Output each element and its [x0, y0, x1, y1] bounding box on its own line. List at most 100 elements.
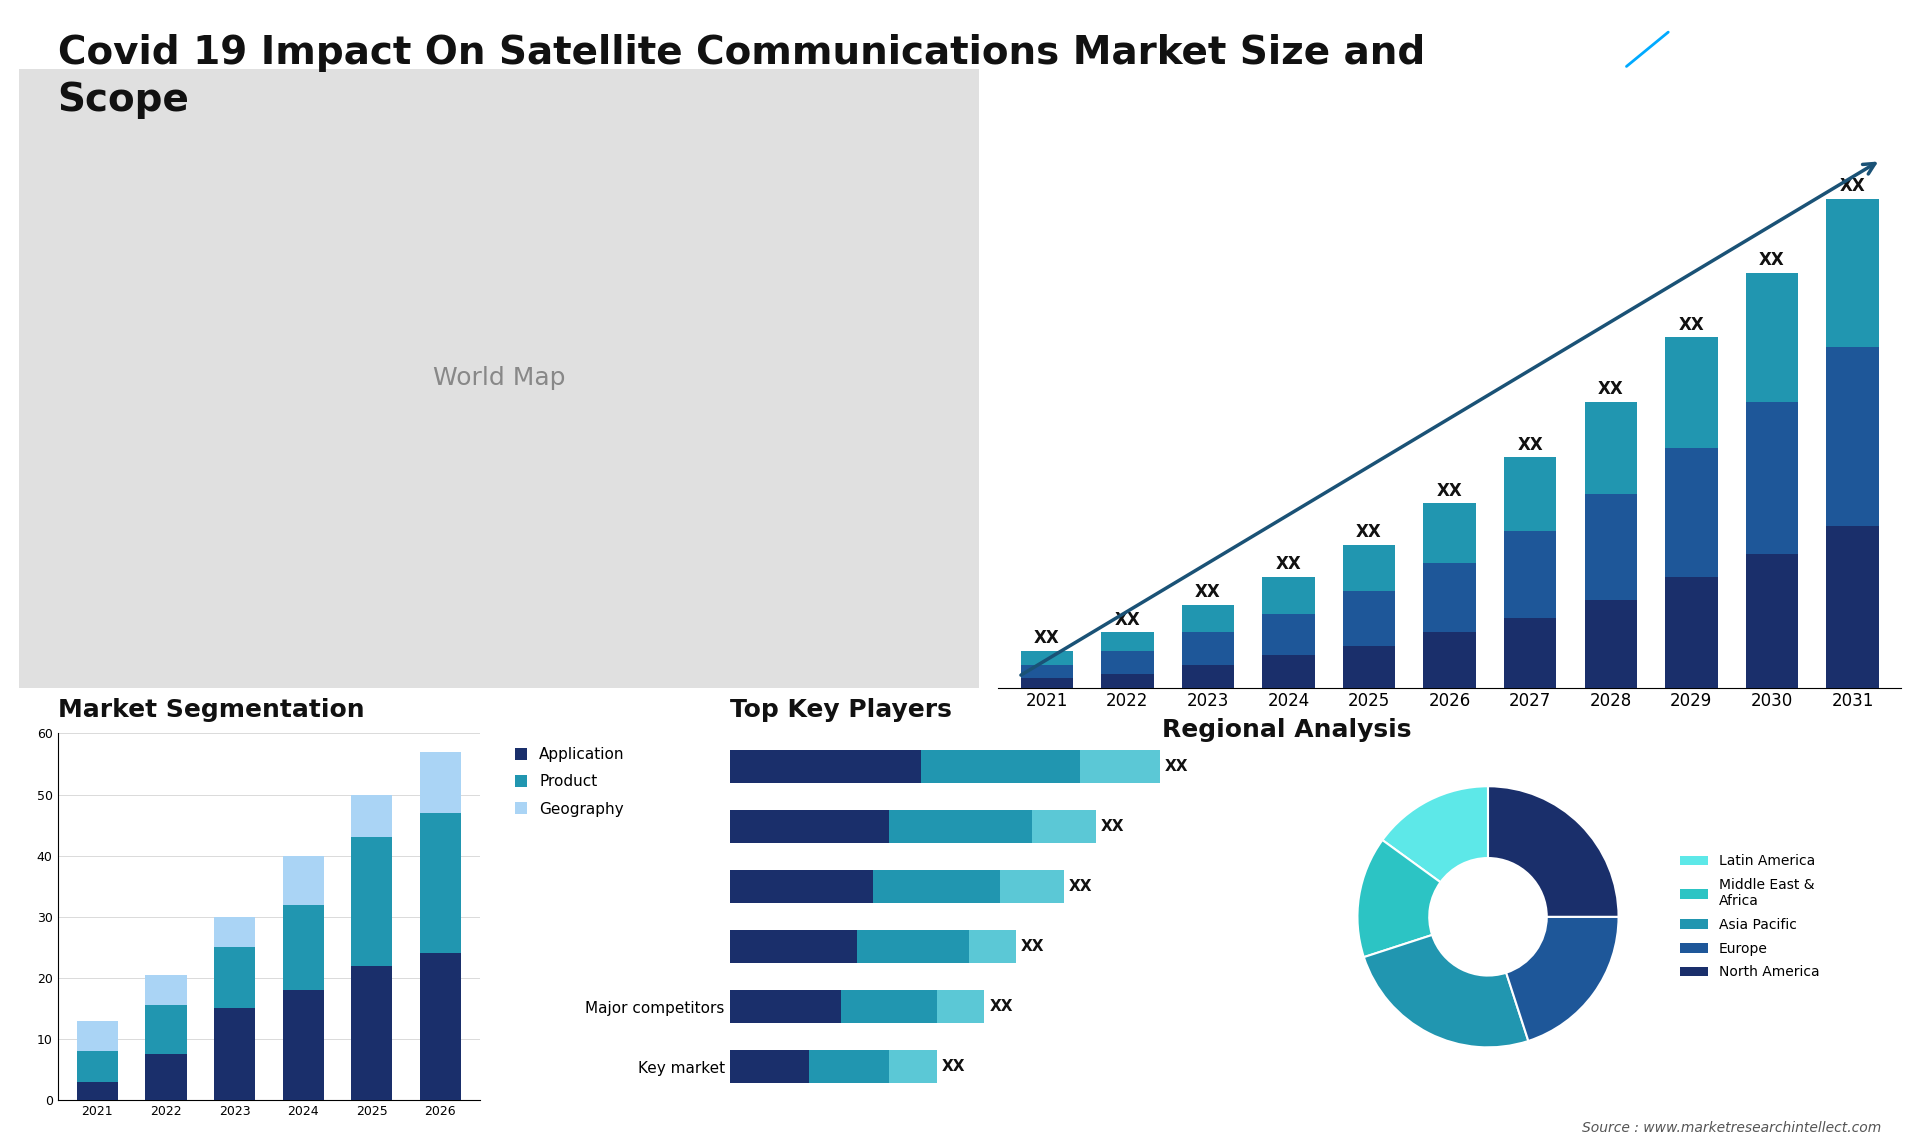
Text: XX: XX	[989, 999, 1012, 1014]
Bar	[1745, 554, 1797, 688]
Text: XX: XX	[1275, 556, 1302, 573]
Bar	[730, 931, 856, 964]
Bar	[282, 990, 324, 1100]
Bar	[282, 856, 324, 904]
Bar	[146, 1005, 186, 1054]
Bar	[351, 794, 392, 838]
Bar	[808, 1051, 889, 1083]
Legend: Application, Product, Geography: Application, Product, Geography	[509, 741, 632, 823]
Text: INTELLECT: INTELLECT	[1711, 105, 1784, 119]
Text: XX: XX	[1597, 380, 1624, 398]
Bar	[730, 870, 874, 903]
Bar	[1261, 614, 1315, 656]
Bar	[1665, 337, 1718, 448]
Bar	[1826, 346, 1878, 526]
Text: XX: XX	[1021, 940, 1044, 955]
Bar	[1181, 665, 1235, 688]
Bar	[1503, 619, 1557, 688]
Bar	[1665, 576, 1718, 688]
Bar	[1584, 402, 1638, 494]
Wedge shape	[1363, 935, 1528, 1047]
Bar	[77, 1082, 117, 1100]
Bar	[1021, 651, 1073, 665]
Bar	[351, 966, 392, 1100]
Text: Market Segmentation: Market Segmentation	[58, 698, 365, 722]
Bar	[889, 810, 1033, 843]
Bar	[146, 975, 186, 1005]
Bar	[213, 917, 255, 948]
Text: XX: XX	[1517, 435, 1544, 454]
Bar	[1342, 591, 1396, 646]
Bar	[1584, 494, 1638, 601]
Bar	[1503, 457, 1557, 531]
Bar	[730, 990, 841, 1023]
Text: XX: XX	[1100, 819, 1125, 834]
Bar	[1261, 576, 1315, 614]
Bar	[213, 948, 255, 1008]
Text: XX: XX	[1069, 879, 1092, 894]
Bar	[420, 813, 461, 953]
Bar	[1081, 751, 1160, 783]
Bar	[1745, 402, 1797, 554]
Legend: Latin America, Middle East &
Africa, Asia Pacific, Europe, North America: Latin America, Middle East & Africa, Asi…	[1674, 849, 1826, 984]
Text: Covid 19 Impact On Satellite Communications Market Size and
Scope: Covid 19 Impact On Satellite Communicati…	[58, 34, 1425, 119]
Bar	[1033, 810, 1096, 843]
Text: MARKET: MARKET	[1718, 42, 1776, 56]
Text: XX: XX	[1436, 481, 1463, 500]
Bar	[213, 1008, 255, 1100]
Bar	[1826, 526, 1878, 688]
Bar	[937, 990, 985, 1023]
Bar	[841, 990, 937, 1023]
Bar	[922, 751, 1081, 783]
Wedge shape	[1505, 917, 1619, 1041]
Bar	[1102, 674, 1154, 688]
Bar	[1000, 870, 1064, 903]
Bar	[856, 931, 968, 964]
Bar	[1102, 651, 1154, 674]
Text: XX: XX	[1356, 523, 1382, 541]
Bar	[1584, 601, 1638, 688]
Bar	[1021, 665, 1073, 678]
Bar	[420, 752, 461, 813]
Text: XX: XX	[1759, 251, 1786, 269]
Text: RESEARCH: RESEARCH	[1711, 74, 1784, 87]
Bar	[874, 870, 1000, 903]
Text: XX: XX	[1114, 611, 1140, 629]
Bar	[1102, 633, 1154, 651]
Bar	[1342, 646, 1396, 688]
Wedge shape	[1357, 840, 1440, 957]
Text: World Map: World Map	[432, 367, 566, 390]
Bar	[77, 1021, 117, 1051]
Wedge shape	[1488, 786, 1619, 917]
Bar	[968, 931, 1016, 964]
Bar	[730, 1051, 808, 1083]
Text: Source : www.marketresearchintellect.com: Source : www.marketresearchintellect.com	[1582, 1121, 1882, 1135]
Text: Regional Analysis: Regional Analysis	[1162, 717, 1411, 741]
Text: XX: XX	[1839, 178, 1866, 196]
Text: XX: XX	[1678, 315, 1705, 333]
Bar	[1826, 199, 1878, 346]
Text: XX: XX	[941, 1059, 966, 1075]
Bar	[1503, 531, 1557, 619]
Bar	[730, 810, 889, 843]
Bar	[1342, 544, 1396, 591]
Text: Top Key Players: Top Key Players	[730, 698, 952, 722]
Bar	[1423, 503, 1476, 563]
Text: XX: XX	[1164, 759, 1188, 775]
Bar	[1181, 633, 1235, 665]
Bar	[1423, 563, 1476, 633]
Text: XX: XX	[1033, 629, 1060, 647]
FancyBboxPatch shape	[10, 63, 989, 693]
Bar	[1423, 633, 1476, 688]
Bar	[351, 838, 392, 966]
Bar	[1181, 605, 1235, 633]
Bar	[1665, 448, 1718, 576]
Bar	[1745, 273, 1797, 402]
Bar	[77, 1051, 117, 1082]
Text: XX: XX	[1194, 583, 1221, 601]
Wedge shape	[1382, 786, 1488, 882]
Bar	[1021, 678, 1073, 688]
Bar	[282, 904, 324, 990]
Bar	[146, 1054, 186, 1100]
Bar	[1261, 656, 1315, 688]
